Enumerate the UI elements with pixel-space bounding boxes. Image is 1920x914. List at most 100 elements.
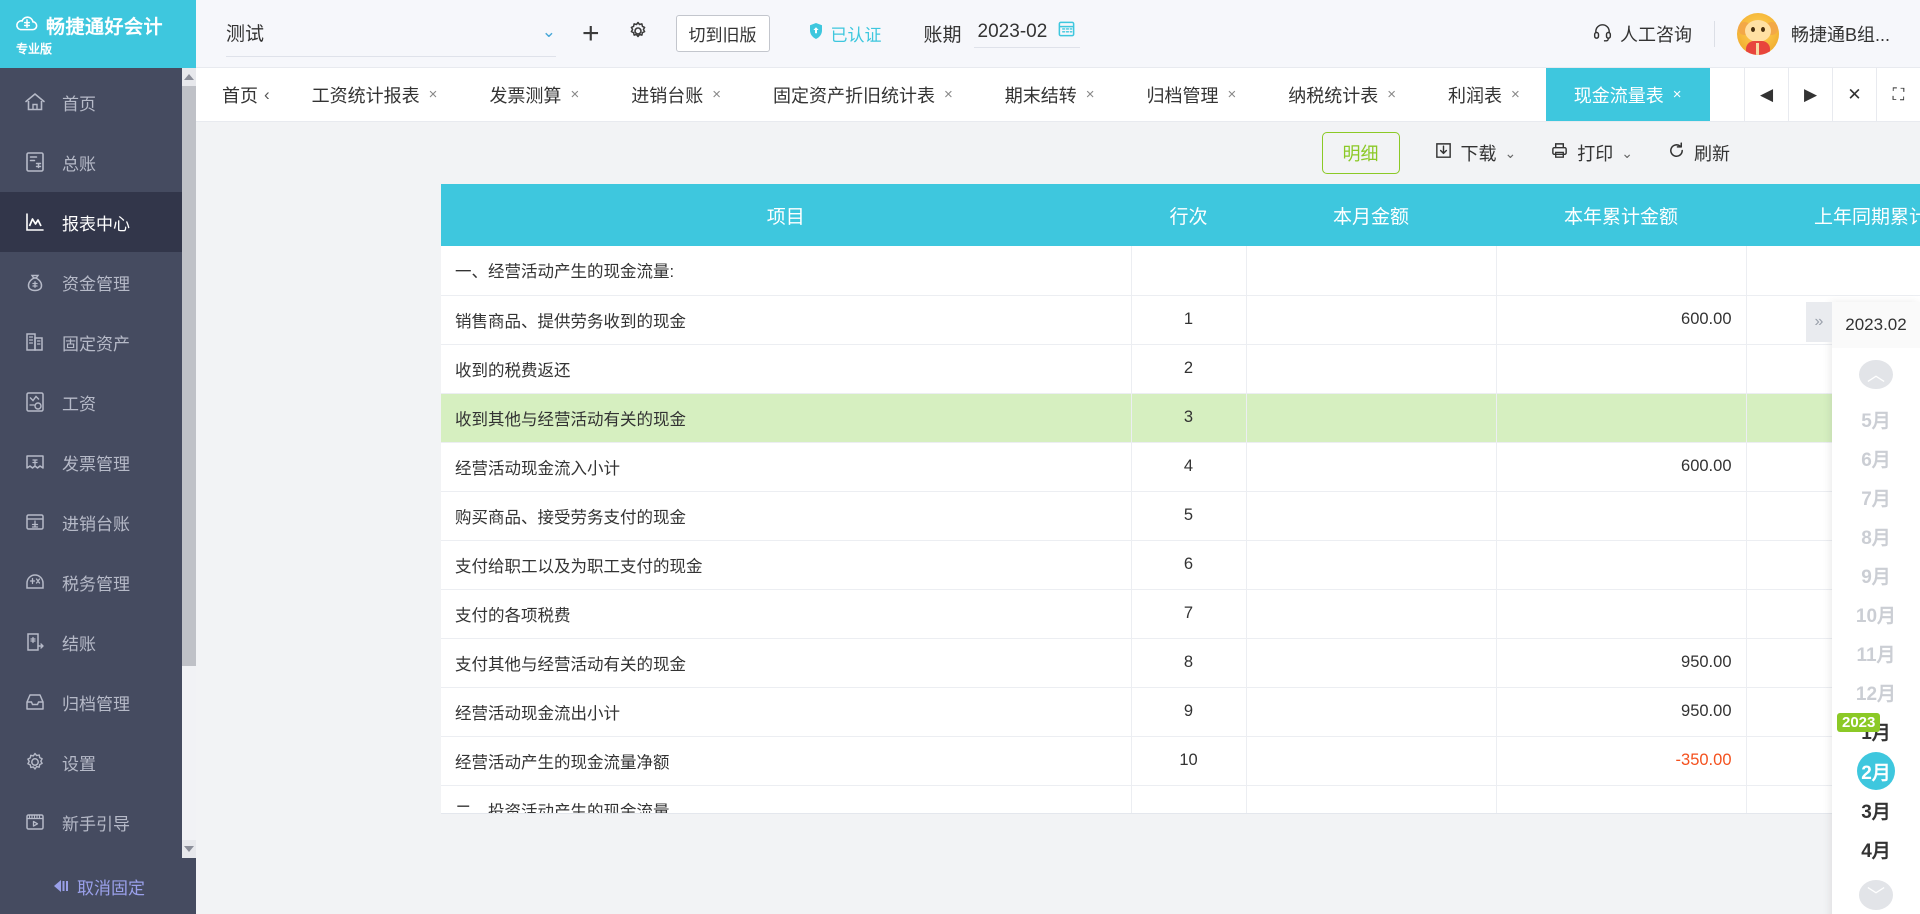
- accounting-period: 账期 2023-02: [924, 19, 1081, 48]
- tab-home[interactable]: 首页: [196, 68, 264, 121]
- column-header-last-year-total[interactable]: 上年同期累计: [1746, 184, 1920, 246]
- close-icon[interactable]: ×: [570, 86, 580, 103]
- user-menu[interactable]: 畅捷通B组...: [1736, 12, 1890, 55]
- month-item-november[interactable]: 11月: [1856, 645, 1896, 667]
- chevron-up-icon: ︿: [1867, 365, 1885, 386]
- fullscreen-button[interactable]: ⛶: [1876, 68, 1920, 121]
- period-value-field[interactable]: 2023-02: [973, 19, 1081, 48]
- close-icon[interactable]: ×: [943, 86, 953, 103]
- sidebar-item-fixed-assets[interactable]: 固定资产: [0, 312, 196, 372]
- month-item-december[interactable]: 12月: [1855, 684, 1897, 706]
- sidebar-item-tax[interactable]: 税务管理: [0, 552, 196, 612]
- download-button[interactable]: 下载 ⌄: [1434, 140, 1516, 166]
- sidebar-item-ledger[interactable]: 总账: [0, 132, 196, 192]
- sidebar-item-fund-management[interactable]: 资金管理: [0, 252, 196, 312]
- month-scroll-up-button[interactable]: ︿: [1859, 359, 1893, 390]
- table-row[interactable]: 支付其他与经营活动有关的现金 8 950.00: [441, 638, 1920, 688]
- cell-year-total: [1496, 246, 1747, 296]
- sidebar-item-report-center[interactable]: 报表中心: [0, 192, 196, 252]
- scroll-tabs-right-button[interactable]: ▶: [1788, 68, 1832, 121]
- sidebar-item-settings[interactable]: 设置: [0, 732, 196, 792]
- close-icon[interactable]: ×: [712, 86, 721, 103]
- month-item-may[interactable]: 5月: [1861, 411, 1891, 433]
- add-button[interactable]: +: [582, 18, 600, 49]
- current-period-display[interactable]: 2023.02: [1832, 302, 1920, 348]
- column-header-year-total[interactable]: 本年累计金额: [1496, 184, 1747, 246]
- header-settings-button[interactable]: [626, 19, 650, 48]
- cell-month-amount: [1246, 393, 1497, 443]
- table-row[interactable]: 支付给职工以及为职工支付的现金 6: [441, 540, 1920, 590]
- tab-tax-statistics[interactable]: 纳税统计表 ×: [1262, 68, 1422, 121]
- sidebar-item-home[interactable]: 首页: [0, 72, 196, 132]
- sidebar-item-checkout[interactable]: 结账: [0, 612, 196, 672]
- tab-payroll-statistics[interactable]: 工资统计报表 ×: [286, 68, 464, 121]
- month-item-september[interactable]: 9月: [1861, 567, 1891, 589]
- month-item-october[interactable]: 10月: [1855, 606, 1897, 628]
- unpin-sidebar-button[interactable]: 取消固定: [0, 858, 196, 914]
- table-row[interactable]: 经营活动现金流入小计 4 600.00: [441, 442, 1920, 492]
- column-header-month-amount[interactable]: 本月金额: [1246, 184, 1497, 246]
- tab-invoice-estimate[interactable]: 发票测算 ×: [463, 68, 605, 121]
- cell-year-total: 950.00: [1496, 638, 1747, 688]
- close-icon[interactable]: ×: [428, 86, 438, 103]
- tab-fixed-asset-depreciation[interactable]: 固定资产折旧统计表 ×: [747, 68, 979, 121]
- human-consult-button[interactable]: 人工咨询: [1592, 21, 1692, 47]
- scroll-tabs-left-button[interactable]: ◀: [1744, 68, 1788, 121]
- table-row[interactable]: 销售商品、提供劳务收到的现金 1 600.00: [441, 295, 1920, 345]
- close-current-tab-button[interactable]: ✕: [1832, 68, 1876, 121]
- month-scroll-down-button[interactable]: ﹀: [1859, 880, 1893, 910]
- sidebar-item-guide[interactable]: 新手引导: [0, 792, 196, 852]
- tab-cash-flow-statement[interactable]: 现金流量表 ×: [1545, 68, 1710, 121]
- close-icon[interactable]: ×: [1387, 86, 1397, 103]
- month-item-june[interactable]: 6月: [1861, 450, 1891, 472]
- close-icon[interactable]: ×: [1672, 86, 1682, 103]
- month-item-february[interactable]: 2月: [1857, 752, 1895, 791]
- table-row[interactable]: 经营活动产生的现金流量净额 10 -350.00: [441, 736, 1920, 786]
- chevron-left-icon[interactable]: ‹: [264, 84, 270, 104]
- calendar-icon[interactable]: [1057, 19, 1076, 44]
- close-icon[interactable]: ×: [1085, 86, 1095, 103]
- print-button[interactable]: 打印 ⌄: [1550, 140, 1633, 166]
- sidebar-scroll-up-button[interactable]: [182, 68, 196, 86]
- tab-income-statement[interactable]: 利润表 ×: [1422, 68, 1546, 121]
- table-row[interactable]: 经营活动现金流出小计 9 950.00: [441, 687, 1920, 737]
- headset-icon: [1592, 21, 1613, 47]
- cell-line-no: 6: [1131, 540, 1247, 590]
- switch-old-version-button[interactable]: 切到旧版: [675, 15, 770, 52]
- sidebar-scroll-down-button[interactable]: [182, 840, 196, 858]
- collapse-month-panel-button[interactable]: »: [1806, 302, 1832, 342]
- detail-button[interactable]: 明细: [1321, 132, 1400, 174]
- close-icon[interactable]: ×: [1227, 86, 1237, 103]
- cell-item: 支付给职工以及为职工支付的现金: [441, 540, 1132, 590]
- verified-badge[interactable]: 已认证: [806, 21, 882, 46]
- month-item-march[interactable]: 3月: [1861, 802, 1891, 824]
- tab-inventory-ledger[interactable]: 进销台账 ×: [605, 68, 747, 121]
- refresh-button[interactable]: 刷新: [1667, 140, 1730, 166]
- sidebar-scroll-thumb[interactable]: [182, 86, 196, 666]
- table-row[interactable]: 一、经营活动产生的现金流量:: [441, 246, 1920, 296]
- month-item-july[interactable]: 7月: [1861, 489, 1891, 511]
- sidebar-scrollbar[interactable]: [182, 68, 196, 858]
- cell-item: 收到的税费返还: [441, 344, 1132, 394]
- close-icon[interactable]: ×: [1511, 86, 1520, 103]
- table-row[interactable]: 购买商品、接受劳务支付的现金 5: [441, 491, 1920, 541]
- tab-archive-management[interactable]: 归档管理 ×: [1121, 68, 1263, 121]
- column-header-line-no[interactable]: 行次: [1131, 184, 1247, 246]
- column-header-item[interactable]: 项目: [441, 184, 1132, 246]
- table-row[interactable]: 支付的各项税费 7: [441, 589, 1920, 639]
- table-row[interactable]: 收到的税费返还 2: [441, 344, 1920, 394]
- sidebar-item-inventory-ledger[interactable]: 进销台账: [0, 492, 196, 552]
- table-row[interactable]: 二、投资活动产生的现金流量: [441, 785, 1920, 813]
- sidebar-item-invoice[interactable]: 发票管理: [0, 432, 196, 492]
- table-row[interactable]: 收到其他与经营活动有关的现金 3: [441, 393, 1920, 443]
- sidebar-item-payroll[interactable]: 工资: [0, 372, 196, 432]
- cell-month-amount: [1246, 638, 1497, 688]
- tab-period-end-carryover[interactable]: 期末结转 ×: [979, 68, 1121, 121]
- month-item-april[interactable]: 4月: [1861, 841, 1891, 863]
- company-selector[interactable]: 测试 ⌄: [226, 11, 556, 57]
- chart-icon: [22, 209, 48, 235]
- brand-logo[interactable]: 畅捷通好会计 专业版: [0, 0, 196, 68]
- sidebar-item-archive[interactable]: 归档管理: [0, 672, 196, 732]
- refresh-label: 刷新: [1694, 144, 1730, 164]
- month-item-august[interactable]: 8月: [1861, 528, 1891, 550]
